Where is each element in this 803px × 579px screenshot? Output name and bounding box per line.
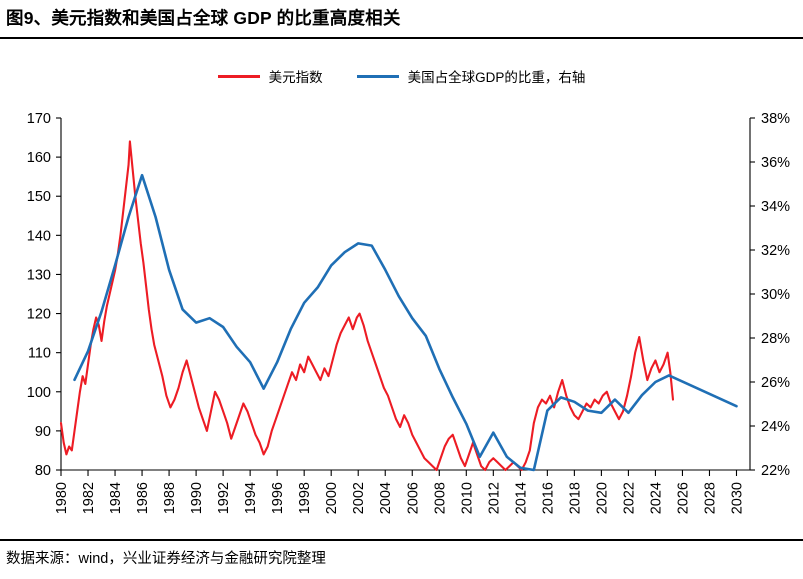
series-line-usd-index: [59, 140, 675, 472]
series-line-us-gdp-share: [73, 173, 738, 472]
right-axis-tick-label: 22%: [761, 463, 790, 479]
right-axis-tick-label: 28%: [761, 331, 790, 347]
right-axis-tick-label: 34%: [761, 199, 790, 215]
right-axis-tick-label: 24%: [761, 419, 790, 435]
left-axis-tick-label: 150: [27, 189, 51, 205]
left-axis-tick-label: 130: [27, 267, 51, 283]
x-axis-tick-label: 2030: [729, 482, 745, 514]
x-axis-tick-label: 1996: [270, 482, 286, 514]
left-axis-tick-label: 90: [35, 424, 51, 440]
source-divider: [0, 539, 803, 541]
x-axis-tick-label: 1990: [189, 482, 205, 514]
x-axis-tick-label: 2020: [594, 482, 610, 514]
x-axis-tick-label: 1988: [162, 482, 178, 514]
x-axis-tick-label: 2004: [378, 482, 394, 514]
legend-label-us-gdp-share: 美国占全球GDP的比重，右轴: [407, 70, 586, 85]
right-axis-tick-label: 38%: [761, 111, 790, 127]
legend-swatch-us-gdp-share: [356, 74, 399, 78]
legend-label-usd-index: 美元指数: [268, 70, 323, 85]
x-axis-tick-label: 2028: [702, 482, 718, 514]
right-axis-tick-label: 26%: [761, 375, 790, 391]
x-axis-tick-label: 2002: [351, 482, 367, 514]
x-axis-tick-label: 2016: [540, 482, 556, 514]
left-axis-tick-label: 110: [28, 346, 51, 362]
x-axis-tick-label: 2012: [486, 482, 502, 514]
page-title: 图9、美元指数和美国占全球 GDP 的比重高度相关: [6, 8, 401, 28]
x-axis-tick-label: 1980: [54, 482, 70, 514]
x-axis-tick-label: 2014: [513, 482, 529, 514]
x-axis-tick-label: 2010: [459, 482, 475, 514]
x-axis-tick-label: 2018: [567, 482, 583, 514]
x-axis-tick-label: 2006: [405, 482, 421, 514]
legend-swatch-usd-index: [217, 74, 260, 78]
left-axis-tick-label: 140: [27, 228, 51, 244]
x-axis-tick-label: 1986: [135, 482, 151, 514]
source-note: 数据来源：wind，兴业证券经济与金融研究院整理: [6, 551, 326, 567]
x-axis-tick-label: 2022: [621, 482, 637, 514]
chart-plot-area: 80 90 100 110 120 130 140 150 160 170 22% 24% 26% 28%…: [0, 100, 803, 530]
right-axis-tick-label: 32%: [761, 243, 790, 259]
left-axis-tick-label: 80: [35, 463, 51, 479]
x-axis-tick-label: 2008: [432, 482, 448, 514]
x-axis-tick-label: 1992: [216, 482, 232, 514]
left-axis-tick-label: 120: [27, 307, 51, 323]
left-axis-tick-label: 170: [27, 111, 51, 127]
title-divider: [0, 37, 803, 39]
x-axis-tick-label: 2026: [675, 482, 691, 514]
left-axis-tick-label: 160: [27, 150, 51, 166]
legend-item-usd-index: 美元指数: [217, 66, 323, 86]
x-axis-tick-label: 2024: [648, 482, 664, 514]
left-axis-tick-label: 100: [27, 385, 51, 401]
x-axis-tick-label: 1984: [108, 482, 124, 514]
x-axis-tick-label: 1994: [243, 482, 259, 514]
x-axis-tick-label: 1982: [81, 482, 97, 514]
right-axis-tick-label: 30%: [761, 287, 790, 303]
right-axis-tick-label: 36%: [761, 155, 790, 171]
legend-item-us-gdp-share: 美国占全球GDP的比重，右轴: [356, 66, 586, 86]
chart-legend: 美元指数 美国占全球GDP的比重，右轴: [0, 66, 803, 86]
x-axis-tick-label: 2000: [324, 482, 340, 514]
chart-svg: 80 90 100 110 120 130 140 150 160 170 22% 24% 26% 28%…: [27, 111, 790, 514]
x-axis-tick-label: 1998: [297, 482, 313, 514]
